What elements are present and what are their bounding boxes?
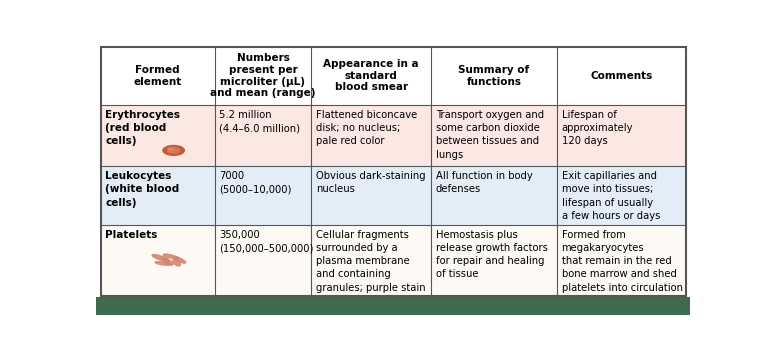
Polygon shape [173,259,180,266]
Text: Exit capillaries and
move into tissues;
lifespan of usually
a few hours or days: Exit capillaries and move into tissues; … [561,171,660,221]
Text: Hemostasis plus
release growth factors
for repair and healing
of tissue: Hemostasis plus release growth factors f… [436,230,548,279]
Circle shape [168,148,179,153]
Polygon shape [163,254,178,259]
Bar [100,105,686,166]
Text: Cellular fragments
surrounded by a
plasma membrane
and containing
granules; purp: Cellular fragments surrounded by a plasm… [316,230,426,293]
Polygon shape [163,257,173,265]
Text: Leukocytes
(white blood
cells): Leukocytes (white blood cells) [105,171,179,207]
Text: Formed from
megakaryocytes
that remain in the red
bone marrow and shed
platelets: Formed from megakaryocytes that remain i… [561,230,683,293]
Text: Lifespan of
approximately
120 days: Lifespan of approximately 120 days [561,110,633,147]
Polygon shape [155,262,171,265]
Text: Transport oxygen and
some carbon dioxide
between tissues and
lungs: Transport oxygen and some carbon dioxide… [436,110,544,160]
Polygon shape [173,257,186,263]
Text: Flattened biconcave
disk; no nucleus;
pale red color: Flattened biconcave disk; no nucleus; pa… [316,110,417,147]
Text: Erythrocytes
(red blood
cells): Erythrocytes (red blood cells) [105,110,180,147]
Text: 350,000
(150,000–500,000): 350,000 (150,000–500,000) [219,230,314,253]
Circle shape [168,148,173,150]
Text: 5.2 million
(4.4–6.0 million): 5.2 million (4.4–6.0 million) [219,110,301,133]
Polygon shape [152,255,169,261]
Circle shape [163,145,184,155]
Text: Summary of
functions: Summary of functions [459,65,529,87]
Bar [100,166,686,225]
Text: 7000
(5000–10,000): 7000 (5000–10,000) [219,171,291,194]
Text: Comments: Comments [590,71,652,81]
Bar [96,297,690,315]
Text: Obvious dark-staining
nucleus: Obvious dark-staining nucleus [316,171,426,194]
Text: Appearance in a
standard
blood smear: Appearance in a standard blood smear [324,59,419,92]
Bar [100,47,686,105]
Bar [100,225,686,296]
Text: Numbers
present per
microliter (μL)
and mean (range): Numbers present per microliter (μL) and … [210,53,316,98]
Text: All function in body
defenses: All function in body defenses [436,171,532,194]
Text: Formed
element: Formed element [133,65,182,87]
Text: Platelets: Platelets [105,230,158,240]
